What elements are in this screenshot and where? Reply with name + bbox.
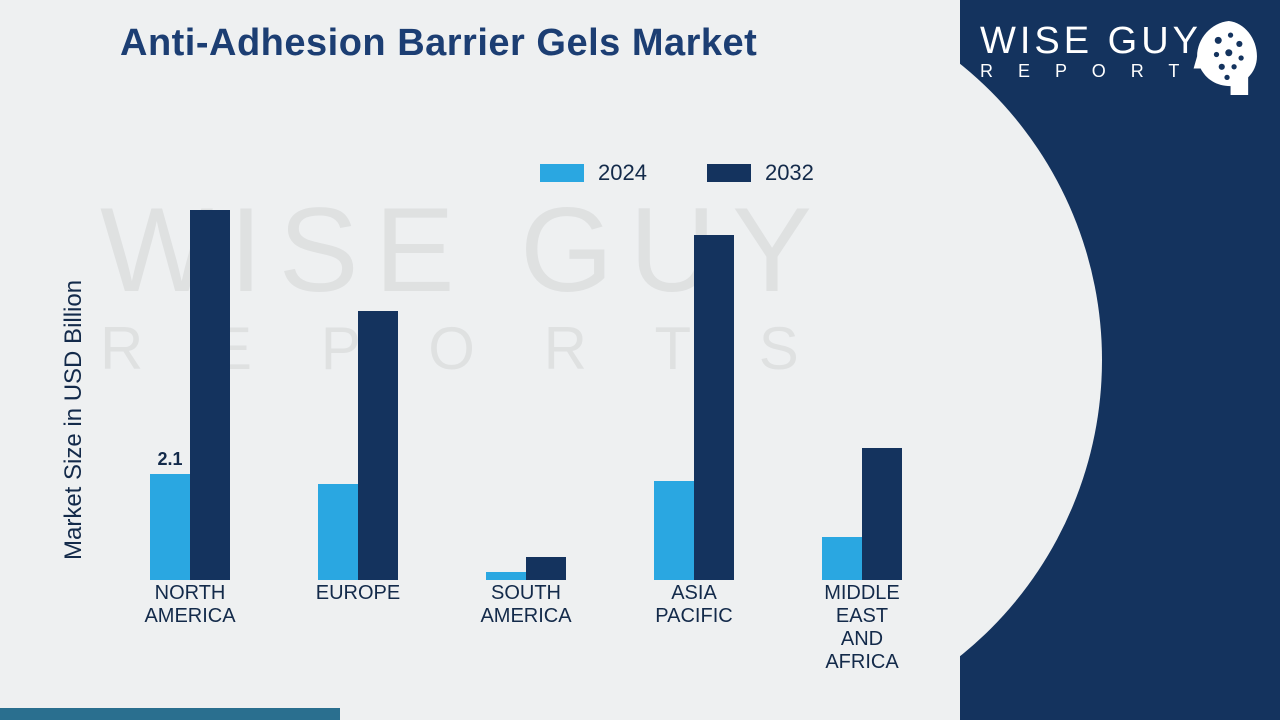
bar-series-a	[150, 474, 190, 580]
brand-head-icon	[1176, 14, 1264, 107]
y-axis-label: Market Size in USD Billion	[60, 280, 88, 560]
x-axis-label: SOUTHAMERICA	[451, 582, 601, 628]
legend-label-2032: 2032	[765, 160, 814, 186]
legend-swatch-2032	[707, 164, 751, 182]
legend-item-2032: 2032	[707, 160, 814, 186]
bar-series-a	[654, 481, 694, 580]
bar-series-b	[694, 235, 734, 580]
legend-label-2024: 2024	[598, 160, 647, 186]
legend: 2024 2032	[540, 160, 814, 186]
bar-series-a	[486, 572, 526, 580]
legend-swatch-2024	[540, 164, 584, 182]
bar-series-b	[862, 448, 902, 580]
brand-logo: WISE GUY R E P O R T S	[980, 20, 1260, 82]
x-axis-label: MIDDLEEASTANDAFRICA	[787, 582, 937, 674]
x-axis-label: EUROPE	[283, 582, 433, 605]
bar-series-a	[822, 537, 862, 580]
x-axis-label: ASIAPACIFIC	[619, 582, 769, 628]
chart-title: Anti-Adhesion Barrier Gels Market	[120, 22, 757, 65]
x-axis-label: NORTHAMERICA	[115, 582, 265, 628]
bar-series-b	[190, 210, 230, 580]
bar-chart: 2.1	[110, 200, 970, 580]
bar-series-b	[526, 557, 566, 580]
bar-value-label: 2.1	[157, 449, 182, 470]
plot-area: 2.1	[110, 200, 970, 580]
bottom-accent-stripe	[0, 708, 340, 720]
chart-stage: Anti-Adhesion Barrier Gels Market WISE G…	[0, 0, 1280, 720]
bar-series-a	[318, 484, 358, 580]
legend-item-2024: 2024	[540, 160, 647, 186]
bar-series-b	[358, 311, 398, 580]
